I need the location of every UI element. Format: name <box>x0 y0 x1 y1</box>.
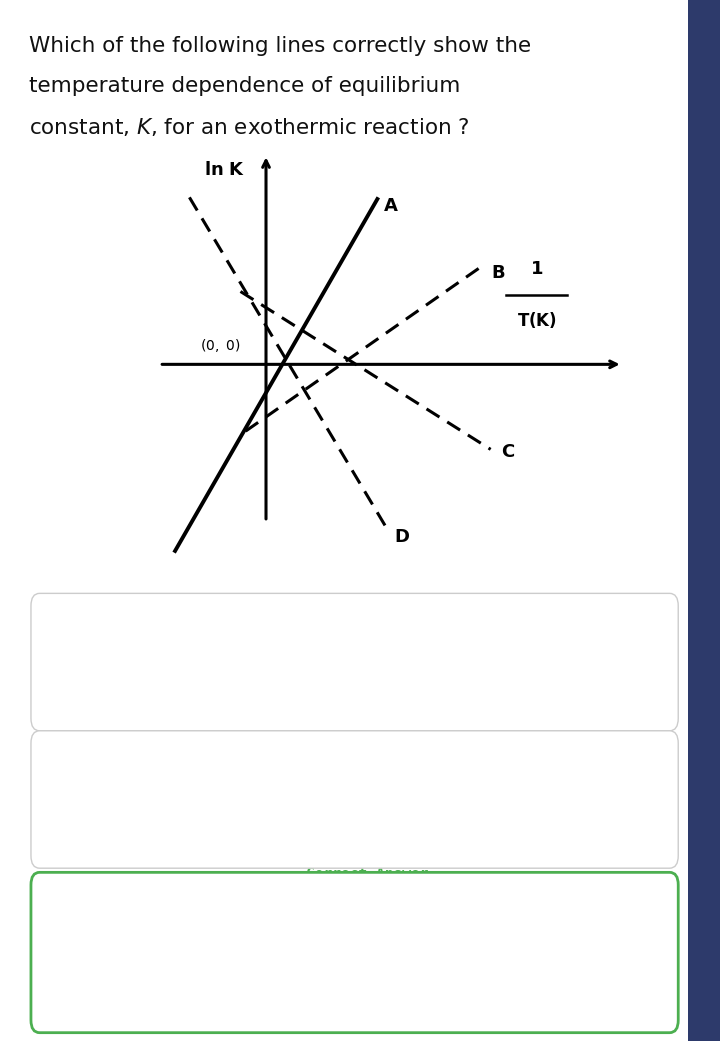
Text: temperature dependence of equilibrium: temperature dependence of equilibrium <box>29 76 460 96</box>
Text: B.: B. <box>81 790 103 809</box>
Text: Correct Answer: Correct Answer <box>306 867 428 882</box>
Text: A.: A. <box>81 653 104 671</box>
Text: $(0,\ 0)$: $(0,\ 0)$ <box>199 336 240 354</box>
Text: $\mathbf{D}$: $\mathbf{D}$ <box>394 529 410 547</box>
Text: $\mathbf{C}$: $\mathbf{C}$ <box>501 443 515 461</box>
Text: $\mathbf{B}$: $\mathbf{B}$ <box>490 264 505 282</box>
Text: $\mathbf{ln\ K}$: $\mathbf{ln\ K}$ <box>204 161 246 179</box>
Text: C.: C. <box>81 943 102 962</box>
Text: $C$ and $D$: $C$ and $D$ <box>136 652 220 672</box>
Text: Which of the following lines correctly show the: Which of the following lines correctly s… <box>29 36 531 56</box>
Text: $A$ and $B$: $A$ and $B$ <box>136 942 219 963</box>
Text: $A$ and $D$: $A$ and $D$ <box>136 789 221 810</box>
Text: $\mathbf{T(K)}$: $\mathbf{T(K)}$ <box>517 310 557 330</box>
Text: $\mathbf{A}$: $\mathbf{A}$ <box>384 198 400 215</box>
Text: constant, $K$, for an exothermic reaction ?: constant, $K$, for an exothermic reactio… <box>29 116 469 137</box>
Text: $\mathbf{1}$: $\mathbf{1}$ <box>530 260 543 278</box>
